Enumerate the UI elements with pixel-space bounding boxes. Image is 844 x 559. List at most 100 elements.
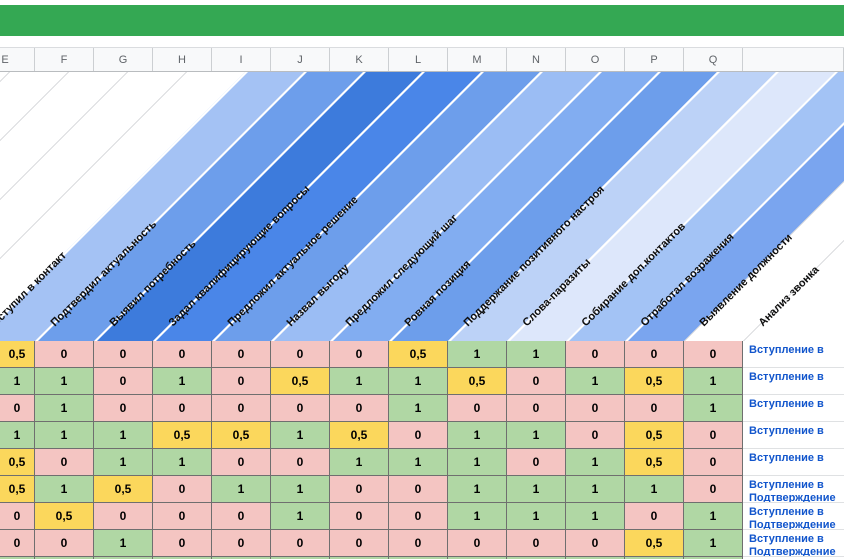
cell-F-row9[interactable]: 1 — [35, 557, 94, 559]
cell-K-row1[interactable]: 0 — [330, 341, 389, 368]
analysis-link-text[interactable]: Вступление в — [749, 398, 824, 410]
cell-J-row5[interactable]: 0 — [271, 449, 330, 476]
cell-M-row1[interactable]: 1 — [448, 341, 507, 368]
analysis-cell-row6[interactable]: Вступление в Подтверждение — [743, 476, 844, 503]
column-header-G[interactable]: G — [94, 48, 153, 71]
cell-K-row4[interactable]: 0,5 — [330, 422, 389, 449]
cell-F-row5[interactable]: 0 — [35, 449, 94, 476]
cell-K-row5[interactable]: 1 — [330, 449, 389, 476]
cell-G-row1[interactable]: 0 — [94, 341, 153, 368]
cell-O-row9[interactable]: 1 — [566, 557, 625, 559]
cell-I-row1[interactable]: 0 — [212, 341, 271, 368]
cell-M-row9[interactable]: 1 — [448, 557, 507, 559]
column-header-M[interactable]: M — [448, 48, 507, 71]
cell-H-row5[interactable]: 1 — [153, 449, 212, 476]
cell-F-row6[interactable]: 1 — [35, 476, 94, 503]
analysis-link-text[interactable]: Вступление в — [749, 425, 824, 437]
cell-E-row3[interactable]: 0 — [0, 395, 35, 422]
cell-K-row9[interactable]: 1 — [330, 557, 389, 559]
cell-I-row6[interactable]: 1 — [212, 476, 271, 503]
cell-H-row4[interactable]: 0,5 — [153, 422, 212, 449]
column-header-K[interactable]: K — [330, 48, 389, 71]
cell-I-row8[interactable]: 0 — [212, 530, 271, 557]
cell-Q-row5[interactable]: 0 — [684, 449, 743, 476]
cell-Q-row1[interactable]: 0 — [684, 341, 743, 368]
analysis-cell-row5[interactable]: Вступление в — [743, 449, 844, 476]
cell-G-row6[interactable]: 0,5 — [94, 476, 153, 503]
cell-L-row5[interactable]: 1 — [389, 449, 448, 476]
cell-M-row5[interactable]: 1 — [448, 449, 507, 476]
cell-O-row4[interactable]: 0 — [566, 422, 625, 449]
cell-N-row3[interactable]: 0 — [507, 395, 566, 422]
cell-P-row9[interactable]: 1 — [625, 557, 684, 559]
cell-N-row5[interactable]: 0 — [507, 449, 566, 476]
analysis-cell-row8[interactable]: Вступление в Подтверждение — [743, 530, 844, 557]
cell-E-row1[interactable]: 0,5 — [0, 341, 35, 368]
cell-O-row2[interactable]: 1 — [566, 368, 625, 395]
cell-Q-row9[interactable]: 1 — [684, 557, 743, 559]
cell-E-row9[interactable]: 1 — [0, 557, 35, 559]
cell-M-row7[interactable]: 1 — [448, 503, 507, 530]
cell-I-row4[interactable]: 0,5 — [212, 422, 271, 449]
cell-L-row7[interactable]: 0 — [389, 503, 448, 530]
cell-E-row7[interactable]: 0 — [0, 503, 35, 530]
cell-P-row3[interactable]: 0 — [625, 395, 684, 422]
cell-H-row3[interactable]: 0 — [153, 395, 212, 422]
column-header-N[interactable]: N — [507, 48, 566, 71]
cell-G-row8[interactable]: 1 — [94, 530, 153, 557]
cell-J-row7[interactable]: 1 — [271, 503, 330, 530]
cell-Q-row4[interactable]: 0 — [684, 422, 743, 449]
cell-P-row2[interactable]: 0,5 — [625, 368, 684, 395]
cell-F-row1[interactable]: 0 — [35, 341, 94, 368]
column-header-analysis[interactable] — [743, 48, 844, 71]
cell-K-row2[interactable]: 1 — [330, 368, 389, 395]
cell-F-row8[interactable]: 0 — [35, 530, 94, 557]
column-header-L[interactable]: L — [389, 48, 448, 71]
analysis-link-text[interactable]: Вступление в — [749, 506, 824, 518]
analysis-link-text[interactable]: Подтверждение — [749, 546, 836, 557]
cell-F-row3[interactable]: 1 — [35, 395, 94, 422]
cell-G-row9[interactable]: 1 — [94, 557, 153, 559]
analysis-cell-row9[interactable] — [743, 557, 844, 559]
cell-P-row5[interactable]: 0,5 — [625, 449, 684, 476]
cell-O-row7[interactable]: 1 — [566, 503, 625, 530]
analysis-link-text[interactable]: Подтверждение — [749, 519, 836, 530]
cell-J-row2[interactable]: 0,5 — [271, 368, 330, 395]
analysis-cell-row7[interactable]: Вступление в Подтверждение — [743, 503, 844, 530]
cell-P-row7[interactable]: 0 — [625, 503, 684, 530]
cell-Q-row2[interactable]: 1 — [684, 368, 743, 395]
cell-M-row2[interactable]: 0,5 — [448, 368, 507, 395]
column-header-H[interactable]: H — [153, 48, 212, 71]
cell-M-row3[interactable]: 0 — [448, 395, 507, 422]
cell-J-row9[interactable]: 1 — [271, 557, 330, 559]
column-header-Q[interactable]: Q — [684, 48, 743, 71]
cell-J-row4[interactable]: 1 — [271, 422, 330, 449]
cell-O-row3[interactable]: 0 — [566, 395, 625, 422]
cell-N-row2[interactable]: 0 — [507, 368, 566, 395]
cell-K-row3[interactable]: 0 — [330, 395, 389, 422]
cell-G-row3[interactable]: 0 — [94, 395, 153, 422]
analysis-link-text[interactable]: Подтверждение — [749, 492, 836, 503]
cell-F-row2[interactable]: 1 — [35, 368, 94, 395]
cell-G-row7[interactable]: 0 — [94, 503, 153, 530]
cell-I-row2[interactable]: 0 — [212, 368, 271, 395]
cell-I-row7[interactable]: 0 — [212, 503, 271, 530]
column-header-P[interactable]: P — [625, 48, 684, 71]
cell-I-row3[interactable]: 0 — [212, 395, 271, 422]
cell-M-row4[interactable]: 1 — [448, 422, 507, 449]
cell-N-row6[interactable]: 1 — [507, 476, 566, 503]
cell-P-row6[interactable]: 1 — [625, 476, 684, 503]
cell-O-row5[interactable]: 1 — [566, 449, 625, 476]
analysis-cell-row3[interactable]: Вступление в — [743, 395, 844, 422]
cell-E-row5[interactable]: 0,5 — [0, 449, 35, 476]
cell-M-row6[interactable]: 1 — [448, 476, 507, 503]
cell-G-row2[interactable]: 0 — [94, 368, 153, 395]
cell-J-row3[interactable]: 0 — [271, 395, 330, 422]
cell-Q-row8[interactable]: 1 — [684, 530, 743, 557]
column-header-E[interactable]: E — [0, 48, 35, 71]
cell-N-row4[interactable]: 1 — [507, 422, 566, 449]
cell-M-row8[interactable]: 0 — [448, 530, 507, 557]
cell-K-row8[interactable]: 0 — [330, 530, 389, 557]
cell-L-row1[interactable]: 0,5 — [389, 341, 448, 368]
cell-E-row2[interactable]: 1 — [0, 368, 35, 395]
